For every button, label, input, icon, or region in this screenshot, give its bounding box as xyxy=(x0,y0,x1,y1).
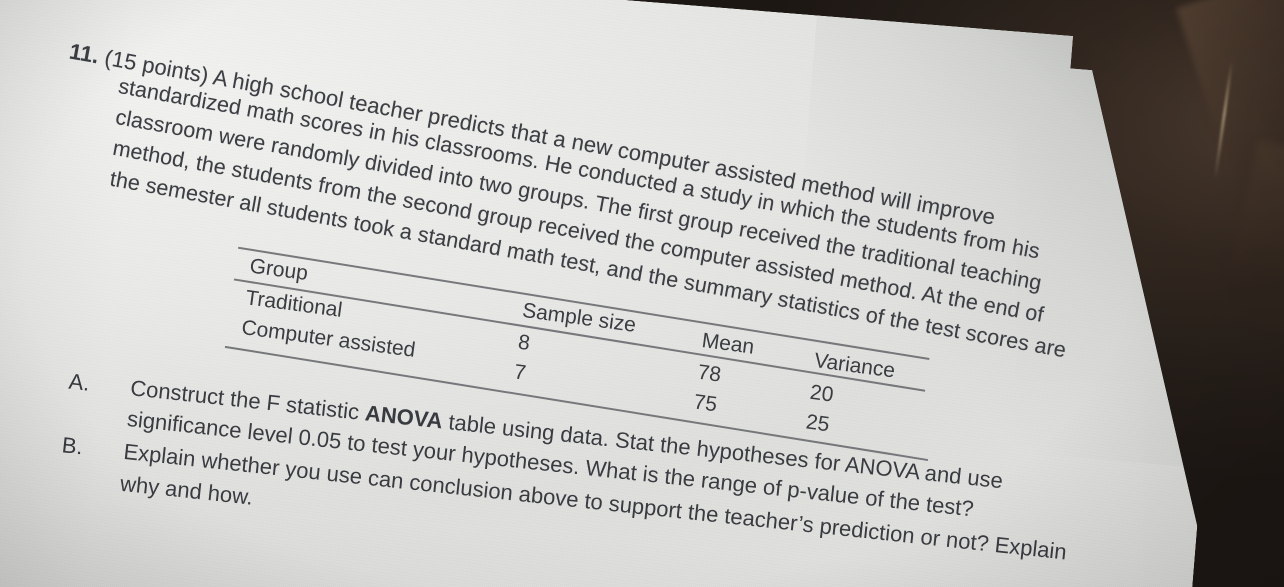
question-number: 11. xyxy=(67,38,102,69)
part-a-emphasis-anova: ANOVA xyxy=(363,400,444,434)
part-b-label: B. xyxy=(60,432,85,460)
paper-sheet: 11. (15 points) A high school teacher pr… xyxy=(0,0,1236,587)
table-header-sample-size: Sample size xyxy=(520,298,638,337)
table-cell-mean: 75 xyxy=(692,390,719,417)
table-header-variance: Variance xyxy=(812,349,897,383)
table-row: Computer assisted xyxy=(240,315,417,362)
table-cell-mean: 78 xyxy=(696,360,723,387)
problem-paragraph: 11. (15 points) A high school teacher pr… xyxy=(71,38,1067,129)
worksheet-content: 11. (15 points) A high school teacher pr… xyxy=(0,9,1275,587)
table-cell-variance: 25 xyxy=(804,410,831,437)
table-cell-sample-size: 7 xyxy=(512,360,528,385)
table-cell-variance: 20 xyxy=(808,380,835,407)
table-cell-sample-size: 8 xyxy=(516,330,532,356)
part-a-label: A. xyxy=(67,368,91,396)
